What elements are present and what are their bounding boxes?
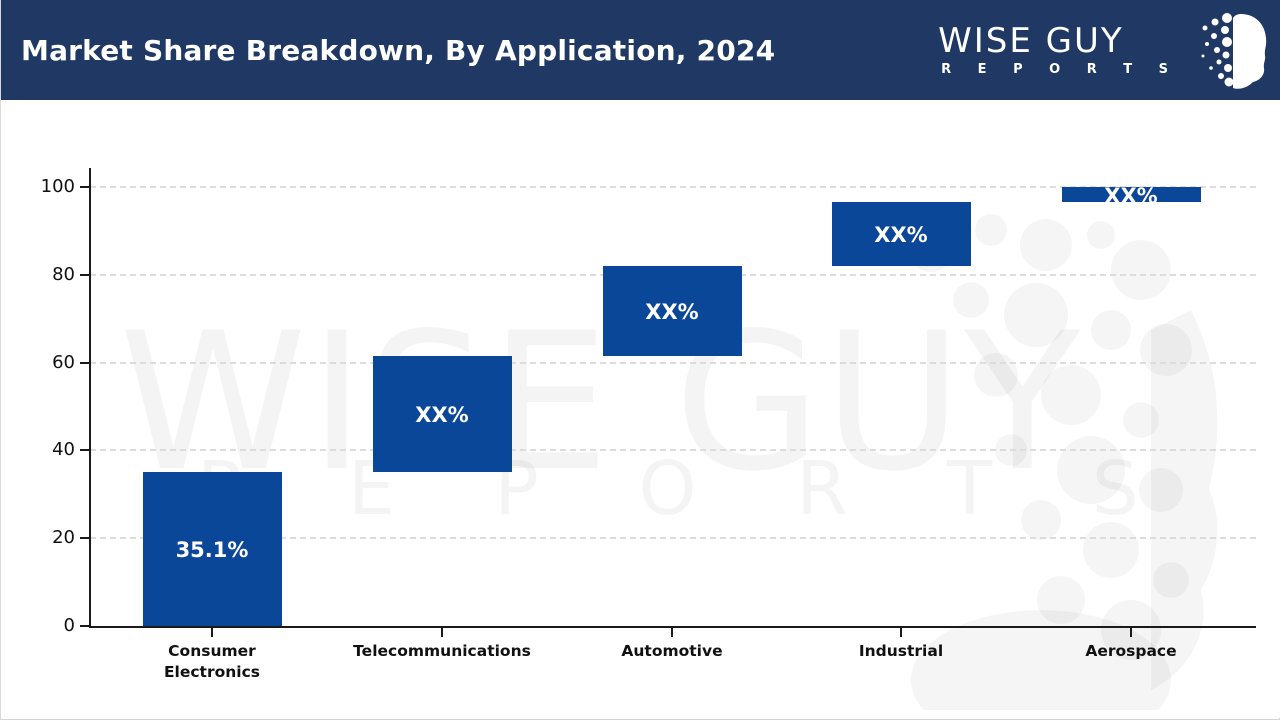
- bar-label-consumer-electronics: 35.1%: [175, 537, 249, 562]
- dotted-head-profile-icon: [1201, 13, 1267, 89]
- y-tick-mark-100: [80, 186, 89, 188]
- y-tick-label-0: 0: [63, 615, 75, 636]
- logo-wordmark: WISE GUY: [938, 20, 1124, 61]
- y-tick-mark-80: [80, 273, 89, 276]
- x-tick-mark-automotive: [671, 628, 673, 637]
- bar-telecommunications: [372, 356, 512, 472]
- header-bar: Market Share Breakdown, By Application, …: [1, 0, 1280, 100]
- bar-label-telecommunications: XX%: [415, 402, 469, 427]
- x-tick-label-telecommunications: Telecommunications: [327, 641, 557, 662]
- x-tick-mark-aerospace: [1130, 628, 1132, 637]
- gridline-60: [90, 361, 1256, 364]
- gridline-20: [90, 537, 1256, 540]
- x-tick-label-line: Consumer: [168, 642, 256, 660]
- y-tick-mark-40: [80, 449, 89, 452]
- y-tick-mark-20: [80, 537, 89, 540]
- x-tick-label-industrial: Industrial: [786, 641, 1016, 662]
- x-tick-label-line: Aerospace: [1085, 642, 1177, 660]
- logo-subtext: R E P O R T S: [941, 61, 1179, 77]
- x-tick-label-aerospace: Aerospace: [1016, 641, 1246, 662]
- y-tick-label-40: 40: [52, 439, 75, 461]
- bar-automotive: [602, 266, 742, 356]
- y-tick-label-20: 20: [52, 527, 75, 549]
- bar-label-aerospace: XX%: [1104, 183, 1158, 208]
- logo: WISE GUY R E P O R T S: [938, 10, 1280, 90]
- y-tick-label-80: 80: [52, 263, 75, 285]
- watermark-wordmark: WISE GUY: [119, 308, 1082, 498]
- bar-aerospace: [1061, 187, 1201, 203]
- x-tick-mark-consumer-electronics: [211, 628, 213, 637]
- x-axis-line: [89, 626, 1256, 628]
- gridline-40: [90, 449, 1256, 452]
- gridline-100: [90, 186, 1256, 188]
- y-tick-mark-60: [80, 361, 89, 364]
- watermark-subtext: R E P O R T S: [197, 452, 1177, 526]
- y-tick-label-60: 60: [52, 351, 75, 373]
- x-tick-mark-telecommunications: [441, 628, 443, 637]
- bar-label-automotive: XX%: [645, 300, 699, 325]
- bar-consumer-electronics: [142, 471, 282, 626]
- chart-area: WISE GUY R E P O R T S 0 20 40 60 80 100 35.1%…: [1, 100, 1280, 718]
- y-tick-mark-0: [80, 625, 89, 627]
- x-tick-label-consumer-electronics: Consumer Electronics: [97, 641, 327, 683]
- y-axis-line: [89, 168, 91, 628]
- y-tick-label-100: 100: [40, 176, 75, 197]
- bar-label-industrial: XX%: [874, 223, 928, 248]
- x-tick-label-line: Industrial: [858, 642, 944, 660]
- x-tick-mark-industrial: [900, 628, 902, 637]
- logo-text: WISE GUY R E P O R T S: [938, 24, 1179, 77]
- page-title: Market Share Breakdown, By Application, …: [21, 33, 776, 67]
- x-tick-label-automotive: Automotive: [557, 641, 787, 662]
- x-tick-label-line: Automotive: [621, 642, 723, 660]
- x-tick-label-line: Telecommunications: [353, 642, 531, 660]
- bar-industrial: [831, 202, 971, 266]
- x-tick-label-line: Electronics: [163, 663, 261, 681]
